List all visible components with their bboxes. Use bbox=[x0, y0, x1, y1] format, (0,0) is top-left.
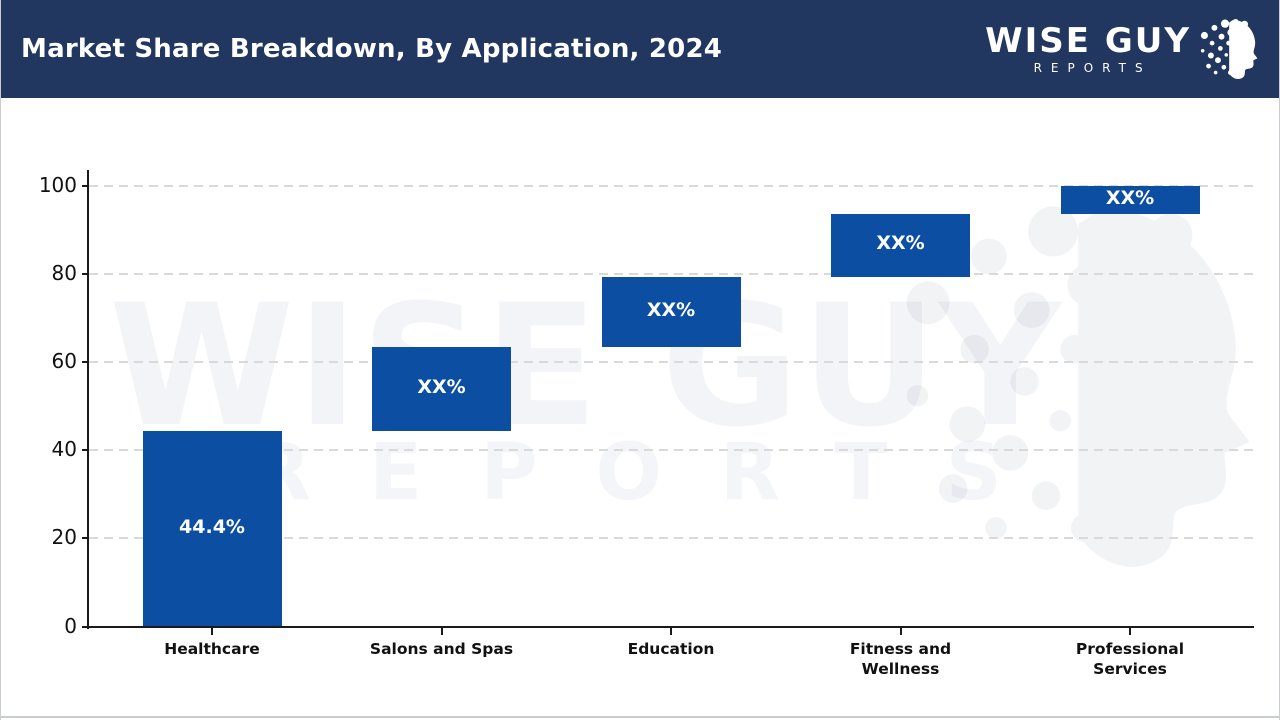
y-tick-label-0: 0 bbox=[64, 613, 77, 638]
y-tick-80 bbox=[82, 273, 89, 276]
y-tick-100 bbox=[82, 185, 89, 187]
x-tick-3 bbox=[899, 627, 902, 635]
y-axis-line bbox=[87, 170, 89, 629]
y-tick-label-60: 60 bbox=[51, 349, 77, 374]
gridline-20 bbox=[89, 537, 1254, 540]
y-tick-40 bbox=[82, 449, 89, 452]
bar-value-label: XX% bbox=[646, 298, 696, 321]
bar-healthcare: 44.4% bbox=[142, 430, 282, 627]
bar-fitness-and-wellness: XX% bbox=[831, 213, 970, 277]
bar-professional-services: XX% bbox=[1060, 186, 1200, 214]
y-tick-0 bbox=[82, 625, 89, 628]
logo-text: WISE GUY REPORTS bbox=[985, 24, 1191, 75]
x-tick-4 bbox=[1129, 627, 1131, 635]
x-tick-label-2: Education bbox=[627, 639, 715, 658]
x-axis-line bbox=[87, 625, 1254, 628]
logo-wordmark: WISE GUY bbox=[985, 20, 1191, 61]
y-tick-label-40: 40 bbox=[51, 437, 77, 462]
y-tick-label-80: 80 bbox=[51, 261, 77, 286]
y-tick-20 bbox=[82, 537, 89, 540]
watermark-head-profile-icon bbox=[871, 150, 1271, 624]
gridline-80 bbox=[89, 273, 1254, 276]
x-tick-label-4: Professional Services bbox=[1075, 639, 1185, 679]
x-tick-0 bbox=[211, 627, 213, 635]
chart-canvas: WISE GUY REPORTS 0 20 40 60 80 100 44.4% Health… bbox=[1, 98, 1279, 720]
x-tick-label-0: Healthcare bbox=[164, 639, 260, 658]
bar-salons-and-spas: XX% bbox=[372, 346, 511, 431]
y-tick-label-20: 20 bbox=[51, 525, 77, 550]
y-tick-label-100: 100 bbox=[38, 173, 77, 197]
header-bar: Market Share Breakdown, By Application, … bbox=[1, 0, 1279, 98]
x-tick-1 bbox=[440, 627, 443, 635]
gridline-100 bbox=[89, 185, 1254, 187]
bar-value-label: XX% bbox=[1105, 186, 1155, 209]
bar-value-label: XX% bbox=[417, 375, 466, 398]
logo-subtitle: REPORTS bbox=[1033, 60, 1152, 75]
bar-value-label: XX% bbox=[876, 232, 925, 255]
x-tick-2 bbox=[670, 627, 672, 635]
wise-guy-logo: WISE GUY REPORTS bbox=[985, 11, 1261, 87]
bar-value-label: 44.4% bbox=[179, 515, 245, 538]
dotted-head-profile-icon bbox=[1195, 11, 1261, 87]
x-tick-label-3: Fitness and Wellness bbox=[849, 639, 952, 679]
y-tick-60 bbox=[82, 361, 89, 364]
gridline-60 bbox=[89, 361, 1254, 364]
bar-education: XX% bbox=[601, 276, 741, 347]
gridline-40 bbox=[89, 449, 1254, 452]
watermark-subtitle: REPORTS bbox=[251, 428, 1060, 518]
page-title: Market Share Breakdown, By Application, … bbox=[21, 34, 723, 64]
x-tick-label-1: Salons and Spas bbox=[369, 639, 514, 658]
